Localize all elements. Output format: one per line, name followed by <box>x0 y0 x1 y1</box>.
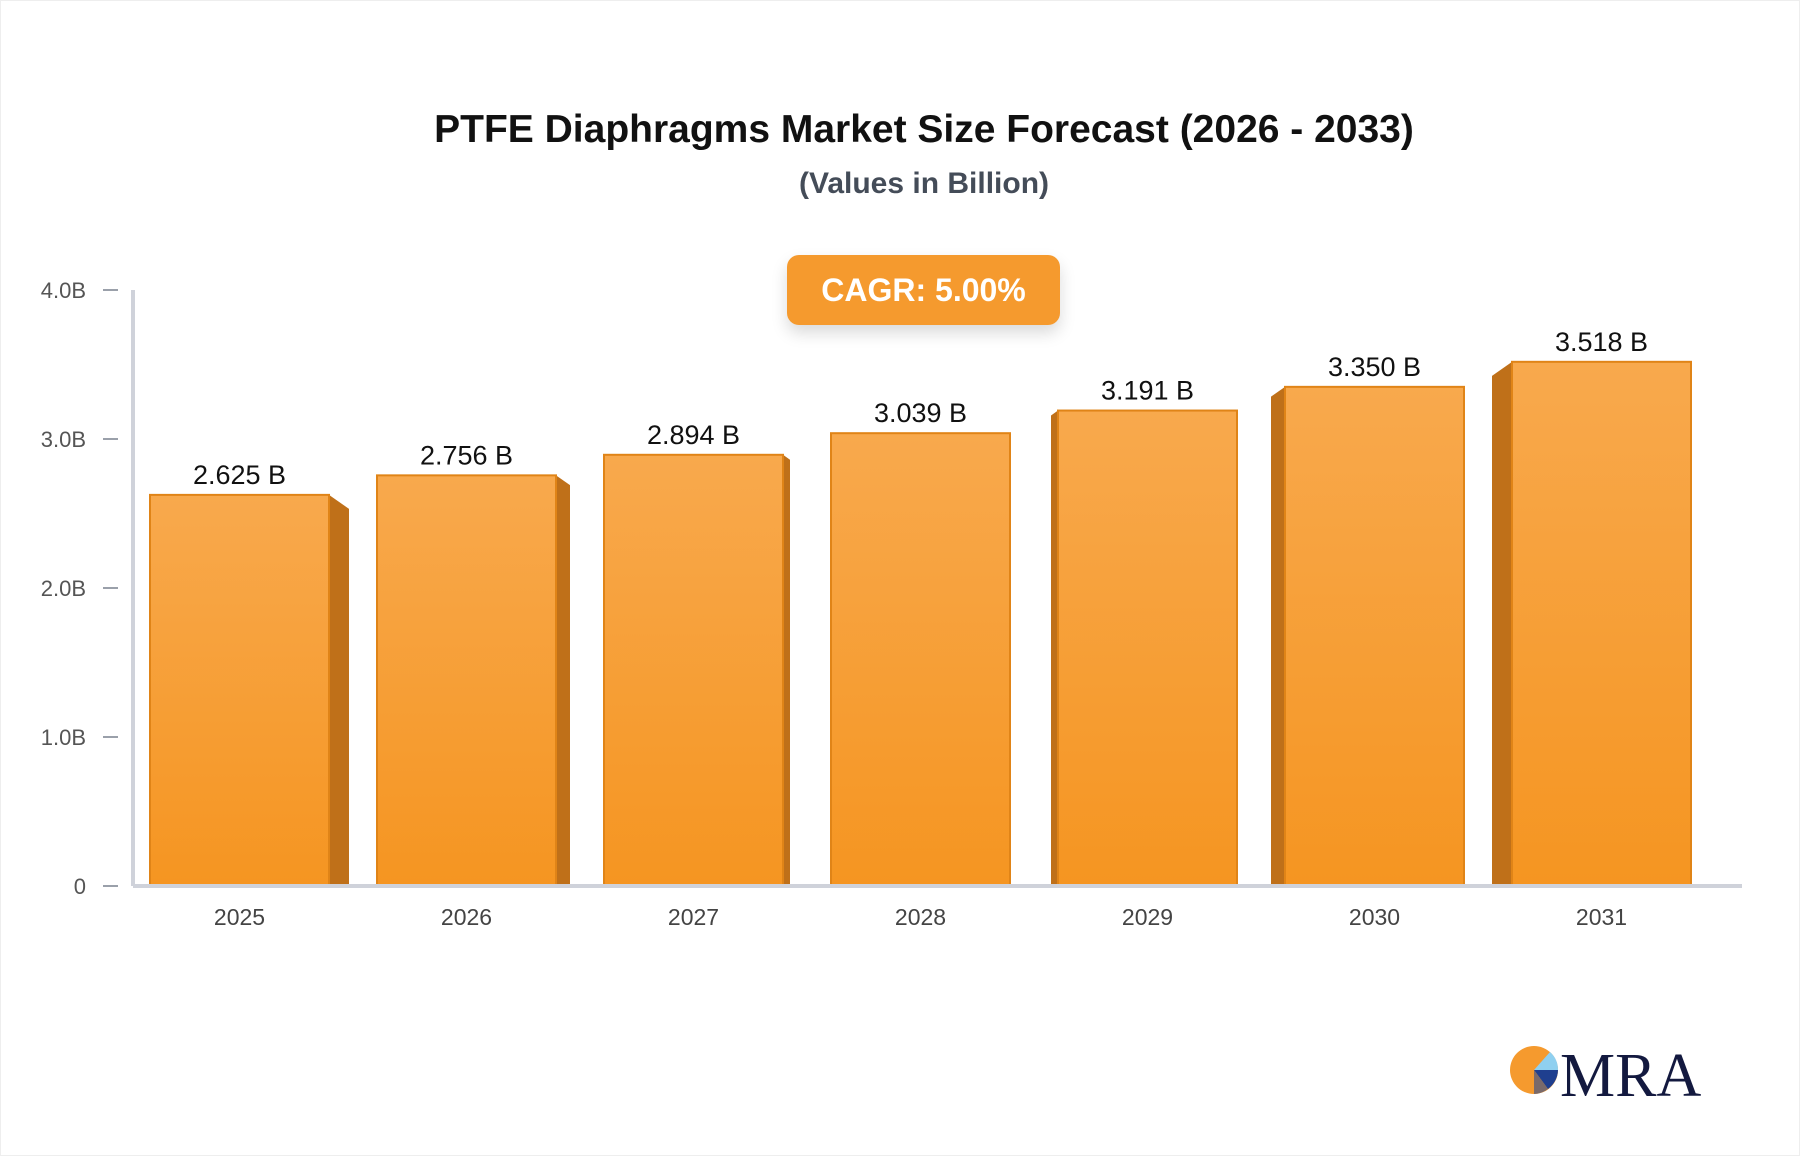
data-label: 3.350 B <box>1328 352 1421 382</box>
data-label: 2.625 B <box>193 460 286 490</box>
chart-subtitle: (Values in Billion) <box>798 167 1050 200</box>
bar-side <box>329 494 349 886</box>
bar-2027 <box>603 453 784 887</box>
bar-side <box>1271 386 1285 886</box>
bar-side <box>1492 361 1512 886</box>
x-tick-label: 2026 <box>441 904 492 930</box>
bar-2026 <box>376 474 557 887</box>
x-tick-label: 2028 <box>895 904 946 930</box>
y-tick-label: 0 <box>74 874 86 899</box>
bar-side <box>783 454 790 886</box>
y-tick-label: 1.0B <box>41 725 86 750</box>
x-tick-label: 2029 <box>1122 904 1173 930</box>
chart-title: PTFE Diaphragms Market Size Forecast (20… <box>434 108 1414 151</box>
bar-side <box>556 475 570 886</box>
y-tick-label: 4.0B <box>41 278 86 303</box>
data-label: 3.039 B <box>874 398 967 428</box>
bar-2025 <box>149 493 330 887</box>
data-label: 3.518 B <box>1555 327 1648 357</box>
bar-2031 <box>1511 360 1692 887</box>
bar-2029 <box>1057 409 1238 887</box>
mra-logo: MRA <box>1510 1042 1701 1100</box>
logo-text: MRA <box>1560 1042 1701 1100</box>
bar-2030 <box>1284 385 1465 887</box>
bar-2028 <box>830 432 1011 887</box>
x-tick-label: 2030 <box>1349 904 1400 930</box>
data-label: 2.756 B <box>420 440 513 470</box>
x-tick-label: 2025 <box>214 904 265 930</box>
y-tick-label: 3.0B <box>41 427 86 452</box>
cagr-badge: CAGR: 5.00% <box>787 255 1060 325</box>
y-tick-label: 2.0B <box>41 576 86 601</box>
data-label: 2.894 B <box>647 420 740 450</box>
bar-side <box>1051 410 1058 886</box>
x-tick-label: 2027 <box>668 904 719 930</box>
x-tick-label: 2031 <box>1576 904 1627 930</box>
data-label: 3.191 B <box>1101 376 1194 406</box>
